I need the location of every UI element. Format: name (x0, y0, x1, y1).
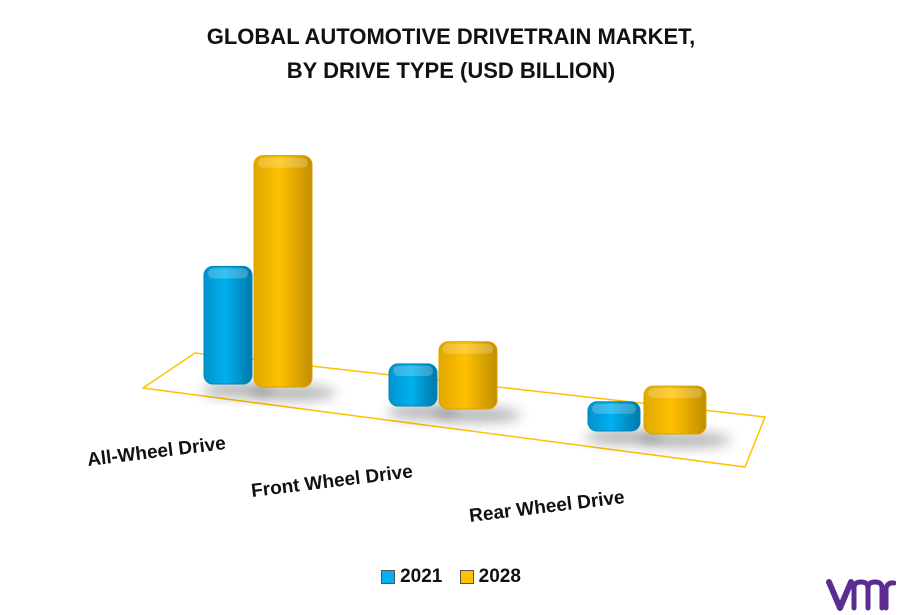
legend-label-2028: 2028 (478, 566, 521, 587)
bar-top-bevel (648, 388, 702, 399)
chart-title-line-1: GLOBAL AUTOMOTIVE DRIVETRAIN MARKET, (206, 24, 696, 49)
bar-shadow (434, 407, 522, 423)
bar-top-bevel (393, 365, 433, 376)
bar-2028-0 (253, 155, 313, 388)
bar-shadow (249, 385, 337, 401)
chart-floor (140, 352, 767, 468)
legend-item-2028: 2028 (459, 566, 521, 588)
category-label-1: Front Wheel Drive (250, 461, 414, 502)
chart-title-line-2: BY DRIVE TYPE (USD BILLION) (286, 58, 616, 83)
bar-top-bevel (443, 343, 493, 354)
vmr-logo-icon (826, 579, 896, 611)
bar-2021-2 (587, 401, 641, 432)
bar-2028-1 (438, 341, 498, 410)
bars (203, 155, 707, 435)
category-labels: All-Wheel Drive Front Wheel Drive Rear Whe… (86, 433, 626, 527)
category-label-0: All-Wheel Drive (86, 433, 227, 471)
legend-label-2021: 2021 (400, 566, 443, 587)
legend-swatch-2021 (381, 570, 396, 584)
bar-shadows (202, 382, 732, 448)
bar-top-bevel (258, 157, 308, 168)
bar-top-bevel (208, 268, 248, 279)
bar-2021-0 (203, 265, 253, 385)
bar-shadow (638, 432, 732, 448)
bar-top-bevel (592, 403, 636, 414)
bar-2021-1 (388, 363, 438, 407)
legend-item-2021: 2021 (381, 566, 442, 588)
legend: 2021 2028 (0, 566, 902, 590)
chart-title: GLOBAL AUTOMOTIVE DRIVETRAIN MARKET, BY … (0, 20, 902, 88)
bar-2028-2 (643, 385, 707, 435)
legend-swatch-2028 (459, 570, 474, 584)
category-label-2: Rear Wheel Drive (468, 487, 626, 527)
